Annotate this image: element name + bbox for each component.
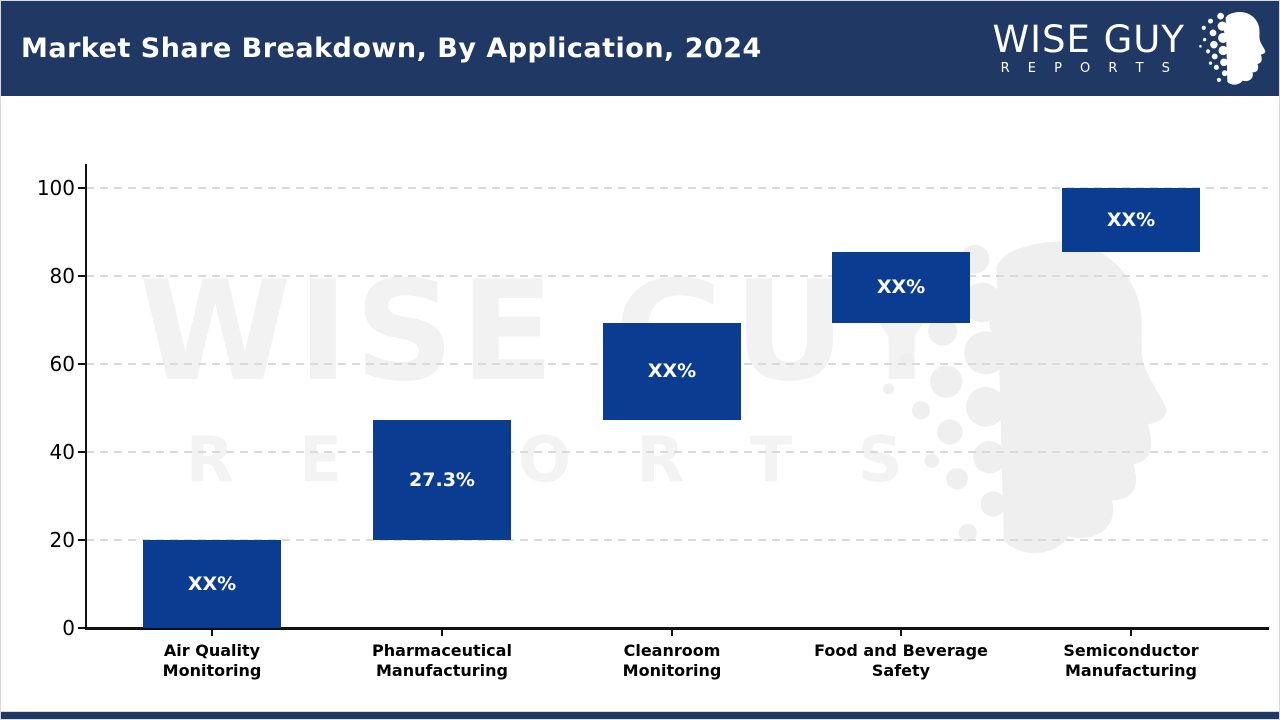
y-axis-tick (78, 187, 86, 189)
bar-value-label: XX% (876, 276, 926, 299)
waterfall-bar: XX% (1062, 188, 1200, 252)
category-label: Food and Beverage Safety (814, 641, 988, 680)
bar-value-label: 27.3% (409, 468, 475, 491)
header-band: Market Share Breakdown, By Application, … (1, 1, 1279, 96)
chart-title: Market Share Breakdown, By Application, … (21, 33, 762, 64)
y-tick-label: 80 (49, 264, 75, 288)
waterfall-bar: 27.3% (373, 419, 511, 540)
waterfall-bar: XX% (143, 540, 281, 628)
footer-band (1, 711, 1279, 719)
x-axis-tick (1130, 629, 1132, 636)
logo-text: WISE GUY R E P O R T S (992, 18, 1185, 77)
waterfall-bar: XX% (603, 323, 741, 420)
bar-value-label: XX% (1106, 208, 1156, 231)
y-tick-label: 100 (36, 176, 75, 200)
category-label: Cleanroom Monitoring (622, 641, 722, 680)
y-gridline (86, 187, 1268, 189)
logo-wordmark: WISE GUY (992, 18, 1185, 61)
x-axis-tick (671, 629, 673, 636)
bar-value-label: XX% (647, 360, 697, 383)
y-axis-line (85, 164, 87, 630)
x-axis-tick (211, 629, 213, 636)
y-tick-label: 20 (49, 528, 75, 552)
y-axis-tick (78, 451, 86, 453)
y-gridline (86, 451, 1268, 453)
category-label: Air Quality Monitoring (162, 641, 262, 680)
y-tick-label: 0 (62, 616, 75, 640)
dotted-head-profile-icon (1199, 11, 1266, 85)
y-gridline (86, 275, 1268, 277)
category-label: Pharmaceutical Manufacturing (372, 641, 512, 680)
y-axis-tick (78, 275, 86, 277)
y-axis-tick (78, 627, 86, 629)
wise-guy-logo: WISE GUY R E P O R T S (993, 5, 1271, 91)
x-axis-tick (441, 629, 443, 636)
x-axis-tick (900, 629, 902, 636)
y-axis-tick (78, 539, 86, 541)
bar-value-label: XX% (187, 573, 237, 595)
y-tick-label: 40 (49, 440, 75, 464)
waterfall-bar: XX% (832, 251, 970, 324)
y-tick-label: 60 (49, 352, 75, 376)
y-gridline (86, 539, 1268, 541)
logo-subtext: R E P O R T S (1000, 61, 1177, 76)
category-label: Semiconductor Manufacturing (1063, 641, 1199, 680)
x-axis-line (85, 627, 1269, 630)
y-axis-tick (78, 363, 86, 365)
